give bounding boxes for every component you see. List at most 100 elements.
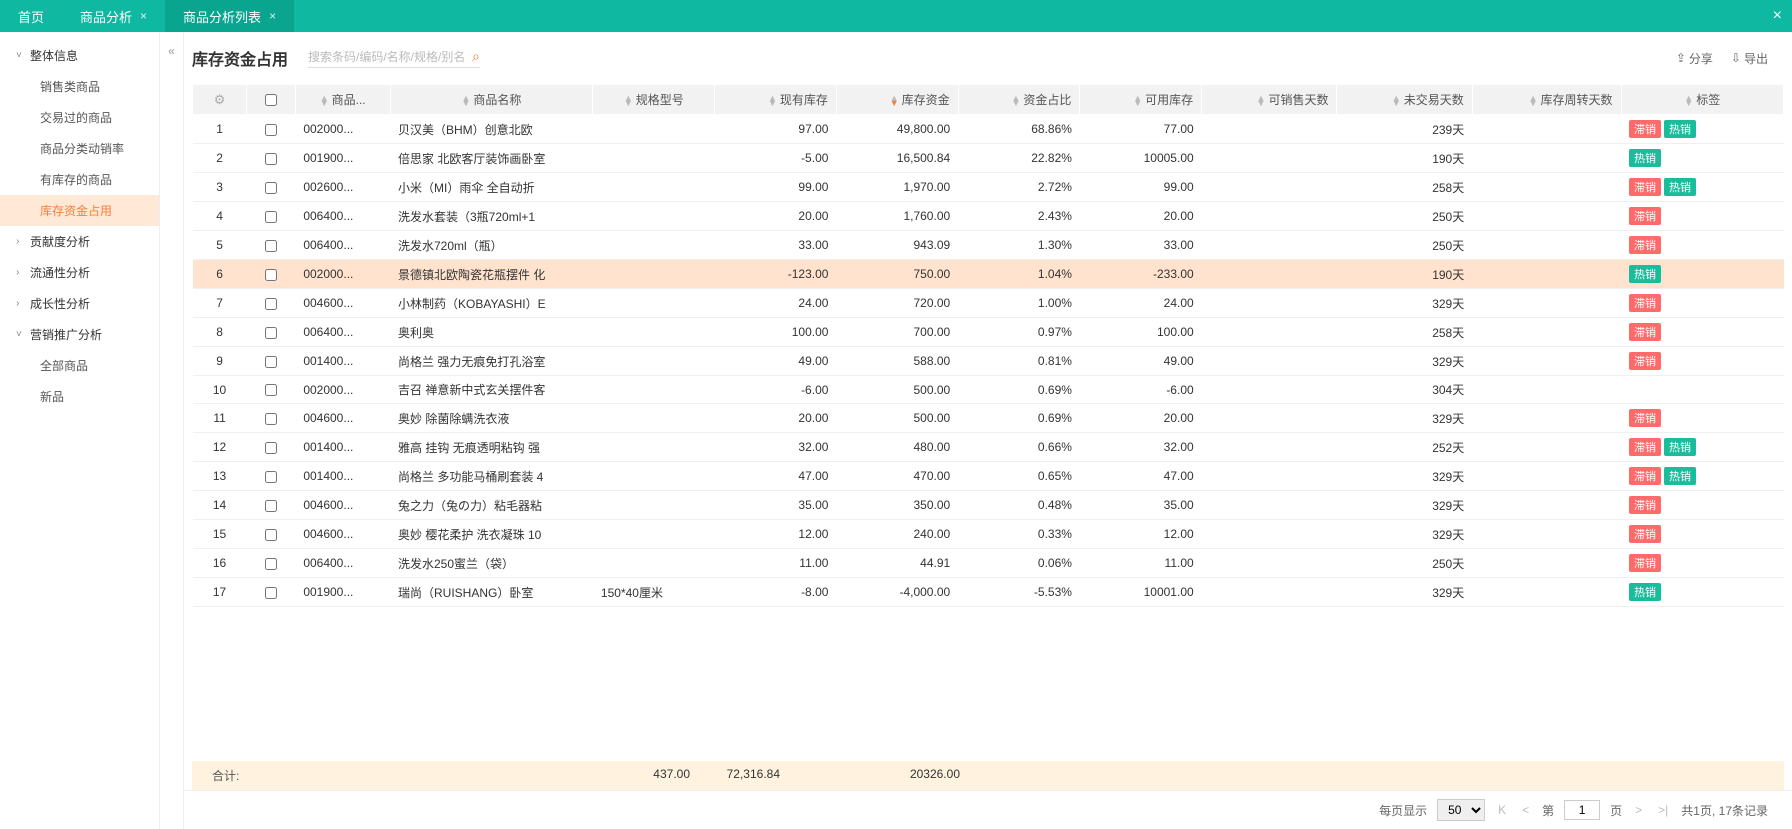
top-tab[interactable]: 商品分析列表× (165, 0, 294, 32)
search-box: ⌕ (308, 48, 480, 68)
first-page-icon[interactable]: K (1495, 803, 1509, 817)
row-checkbox[interactable] (265, 153, 277, 165)
row-checkbox[interactable] (265, 211, 277, 223)
tag-badge: 热销 (1629, 149, 1661, 167)
table-row[interactable]: 1002000...贝汉美（BHM）创意北欧97.0049,800.0068.8… (193, 115, 1784, 144)
row-checkbox[interactable] (265, 471, 277, 483)
column-header[interactable]: ▲▼现有库存 (715, 85, 837, 115)
column-header[interactable]: ▲▼库存周转天数 (1472, 85, 1621, 115)
chevron-icon: ˅ (16, 329, 26, 340)
tag-badge: 热销 (1664, 438, 1696, 456)
table-row[interactable]: 5006400...洗发水720ml（瓶）33.00943.091.30%33.… (193, 231, 1784, 260)
sidebar-item[interactable]: 有库存的商品 (0, 164, 159, 195)
column-header[interactable]: ▲▼库存资金 (836, 85, 958, 115)
chevron-icon: ˅ (16, 50, 26, 61)
table-row[interactable]: 9001400...尚格兰 强力无痕免打孔浴室49.00588.000.81%4… (193, 347, 1784, 376)
tag-badge: 滞销 (1629, 409, 1661, 427)
tag-badge: 滞销 (1629, 352, 1661, 370)
search-icon[interactable]: ⌕ (472, 48, 480, 65)
sidebar-group[interactable]: ˅整体信息 (0, 40, 159, 71)
export-button[interactable]: ⇩ 导出 (1731, 50, 1768, 67)
close-all-icon[interactable]: × (1773, 0, 1782, 32)
column-header[interactable]: ⚙ (193, 85, 247, 115)
tag-badge: 热销 (1664, 467, 1696, 485)
prev-page-icon[interactable]: < (1519, 803, 1532, 817)
column-header[interactable]: ▲▼资金占比 (958, 85, 1080, 115)
sidebar-item[interactable]: 库存资金占用 (0, 195, 159, 226)
row-checkbox[interactable] (265, 442, 277, 454)
sidebar-item[interactable]: 新品 (0, 381, 159, 412)
row-checkbox[interactable] (265, 558, 277, 570)
row-checkbox[interactable] (265, 384, 277, 396)
row-checkbox[interactable] (265, 240, 277, 252)
column-header[interactable]: ▲▼可销售天数 (1202, 85, 1337, 115)
tag-badge: 滞销 (1629, 236, 1661, 254)
row-checkbox[interactable] (265, 182, 277, 194)
row-checkbox[interactable] (265, 356, 277, 368)
table-row[interactable]: 6002000...景德镇北欧陶瓷花瓶摆件 化-123.00750.001.04… (193, 260, 1784, 289)
tag-badge: 滞销 (1629, 294, 1661, 312)
table-row[interactable]: 7004600...小林制药（KOBAYASHI）E24.00720.001.0… (193, 289, 1784, 318)
table-row[interactable]: 16006400...洗发水250蜜兰（袋）11.0044.910.06%11.… (193, 549, 1784, 578)
gear-icon[interactable]: ⚙ (214, 92, 226, 107)
per-page-label: 每页显示 (1379, 802, 1427, 819)
sidebar-item[interactable]: 交易过的商品 (0, 102, 159, 133)
tab-close-icon[interactable]: × (140, 9, 147, 23)
table-row[interactable]: 8006400...奥利奥100.00700.000.97%100.00258天… (193, 318, 1784, 347)
row-checkbox[interactable] (265, 413, 277, 425)
table-row[interactable]: 4006400...洗发水套装（3瓶720ml+120.001,760.002.… (193, 202, 1784, 231)
table-row[interactable]: 3002600...小米（MI）雨伞 全自动折99.001,970.002.72… (193, 173, 1784, 202)
data-table: ⚙▲▼商品...▲▼商品名称▲▼规格型号▲▼现有库存▲▼库存资金▲▼资金占比▲▼… (192, 84, 1784, 607)
row-checkbox[interactable] (265, 269, 277, 281)
column-header[interactable]: ▲▼规格型号 (593, 85, 715, 115)
sidebar: ˅整体信息销售类商品交易过的商品商品分类动销率有库存的商品库存资金占用›贡献度分… (0, 32, 160, 829)
column-header[interactable]: ▲▼商品名称 (390, 85, 593, 115)
chevron-icon: › (16, 298, 26, 309)
sidebar-item[interactable]: 销售类商品 (0, 71, 159, 102)
tag-badge: 滞销 (1629, 525, 1661, 543)
column-header[interactable]: ▲▼未交易天数 (1337, 85, 1472, 115)
next-page-icon[interactable]: > (1632, 803, 1645, 817)
sidebar-group[interactable]: ˅营销推广分析 (0, 319, 159, 350)
pagination: 每页显示 50 K < 第 页 > >| 共1页, 17条记录 (184, 790, 1792, 829)
share-button[interactable]: ⇪ 分享 (1676, 50, 1713, 67)
top-tab[interactable]: 商品分析× (62, 0, 165, 32)
table-row[interactable]: 17001900...瑞尚（RUISHANG）卧室150*40厘米-8.00-4… (193, 578, 1784, 607)
table-row[interactable]: 14004600...兔之力（兔の力）粘毛器粘35.00350.000.48%3… (193, 491, 1784, 520)
tag-badge: 热销 (1664, 120, 1696, 138)
page-input[interactable] (1564, 800, 1600, 820)
chevron-icon: › (16, 267, 26, 278)
top-tab[interactable]: 首页 (0, 0, 62, 32)
table-row[interactable]: 2001900...倍思家 北欧客厅装饰画卧室-5.0016,500.8422.… (193, 144, 1784, 173)
row-checkbox[interactable] (265, 587, 277, 599)
select-all-checkbox[interactable] (265, 94, 277, 106)
row-checkbox[interactable] (265, 327, 277, 339)
sidebar-collapse-column: « (160, 32, 184, 829)
tab-close-icon[interactable]: × (269, 9, 276, 23)
tag-badge: 滞销 (1629, 178, 1661, 196)
row-checkbox[interactable] (265, 124, 277, 136)
table-row[interactable]: 15004600...奥妙 樱花柔护 洗衣凝珠 1012.00240.000.3… (193, 520, 1784, 549)
table-row[interactable]: 11004600...奥妙 除菌除螨洗衣液20.00500.000.69%20.… (193, 404, 1784, 433)
column-header[interactable]: ▲▼标签 (1621, 85, 1783, 115)
sidebar-group[interactable]: ›成长性分析 (0, 288, 159, 319)
sidebar-group[interactable]: ›流通性分析 (0, 257, 159, 288)
column-header[interactable]: ▲▼商品... (295, 85, 390, 115)
top-tabs: 首页商品分析×商品分析列表× × (0, 0, 1792, 32)
column-header[interactable]: ▲▼可用库存 (1080, 85, 1202, 115)
row-checkbox[interactable] (265, 529, 277, 541)
collapse-sidebar-icon[interactable]: « (168, 44, 175, 58)
last-page-icon[interactable]: >| (1655, 803, 1671, 817)
table-row[interactable]: 12001400...雅高 挂钩 无痕透明粘钩 强32.00480.000.66… (193, 433, 1784, 462)
sidebar-item[interactable]: 商品分类动销率 (0, 133, 159, 164)
table-row[interactable]: 10002000...吉召 禅意新中式玄关摆件客-6.00500.000.69%… (193, 376, 1784, 404)
table-row[interactable]: 13001400...尚格兰 多功能马桶刷套装 447.00470.000.65… (193, 462, 1784, 491)
tag-badge: 热销 (1629, 265, 1661, 283)
row-checkbox[interactable] (265, 298, 277, 310)
per-page-select[interactable]: 50 (1437, 799, 1485, 821)
search-input[interactable] (308, 50, 468, 64)
sidebar-group[interactable]: ›贡献度分析 (0, 226, 159, 257)
column-header[interactable] (247, 85, 296, 115)
row-checkbox[interactable] (265, 500, 277, 512)
sidebar-item[interactable]: 全部商品 (0, 350, 159, 381)
